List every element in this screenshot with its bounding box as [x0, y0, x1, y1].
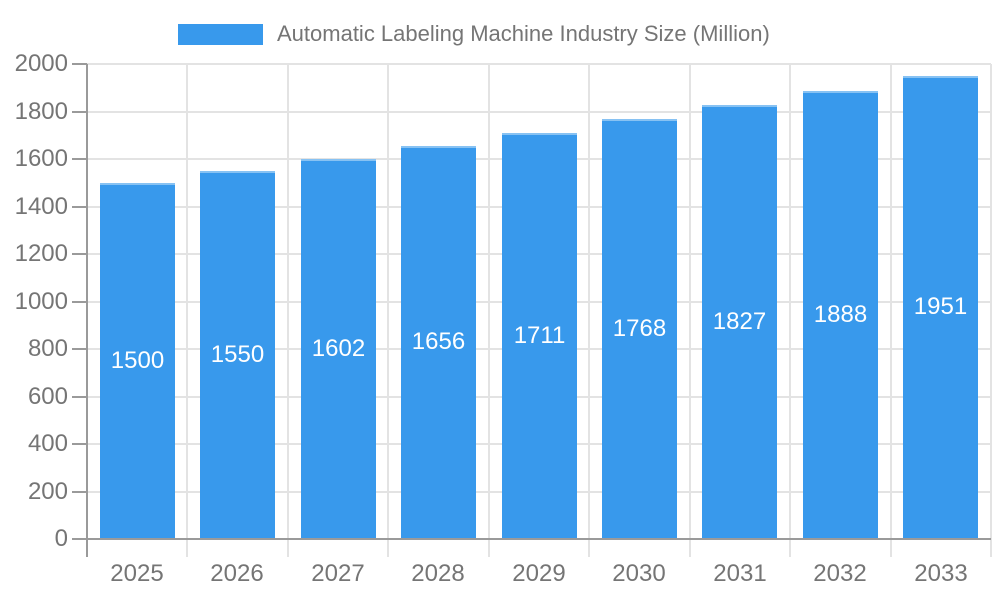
x-gridline	[186, 64, 188, 539]
x-axis-tick	[287, 539, 289, 557]
x-axis-tick	[689, 539, 691, 557]
bar-value-label: 1656	[411, 328, 466, 355]
x-axis-tick-label: 2028	[411, 560, 465, 587]
y-axis-tick	[72, 111, 87, 113]
legend-label: Automatic Labeling Machine Industry Size…	[277, 21, 770, 46]
y-axis-tick	[72, 206, 87, 208]
bar-2029[interactable]	[502, 133, 577, 539]
y-axis-tick-label: 800	[27, 335, 68, 362]
y-axis-tick-label: 200	[27, 478, 68, 505]
y-axis-tick	[72, 253, 87, 255]
y-axis-tick	[72, 158, 87, 160]
bar-value-label: 1827	[712, 308, 767, 335]
y-axis-line	[86, 64, 88, 557]
x-gridline	[287, 64, 289, 539]
x-axis-tick-label: 2032	[813, 560, 867, 587]
bar-value-label: 1550	[210, 341, 265, 368]
bar-2027[interactable]	[301, 159, 376, 539]
y-axis-tick	[72, 348, 87, 350]
x-axis-tick	[990, 539, 992, 557]
x-axis-line	[72, 538, 991, 540]
x-axis-tick	[588, 539, 590, 557]
y-axis-tick-label: 400	[27, 430, 68, 457]
bar-2030[interactable]	[602, 119, 677, 539]
x-axis-tick	[789, 539, 791, 557]
bar-2033[interactable]	[903, 76, 978, 539]
y-axis-tick-label: 1400	[14, 193, 68, 220]
y-axis-tick-label: 1200	[14, 240, 68, 267]
x-axis-tick-label: 2031	[713, 560, 767, 587]
legend-color-swatch	[178, 23, 263, 45]
x-gridline	[588, 64, 590, 539]
bar-value-label: 1602	[311, 335, 366, 362]
x-gridline	[990, 64, 992, 539]
y-axis-tick-label: 1600	[14, 145, 68, 172]
y-axis-tick-label: 1000	[14, 288, 68, 315]
bar-2025[interactable]	[100, 183, 175, 539]
x-axis-tick-label: 2030	[612, 560, 666, 587]
x-axis-tick	[186, 539, 188, 557]
y-axis-tick	[72, 396, 87, 398]
bar-value-label: 1951	[913, 293, 968, 320]
x-axis-tick-label: 2025	[110, 560, 164, 587]
x-axis-tick-label: 2033	[914, 560, 968, 587]
y-gridline	[87, 63, 991, 65]
x-axis-tick	[890, 539, 892, 557]
y-axis-tick-label: 1800	[14, 98, 68, 125]
x-axis-tick-label: 2027	[311, 560, 365, 587]
bar-value-label: 1768	[612, 315, 667, 342]
y-gridline	[87, 111, 991, 113]
x-gridline	[689, 64, 691, 539]
bar-2031[interactable]	[702, 105, 777, 539]
x-axis-tick-label: 2029	[512, 560, 566, 587]
x-axis-tick-label: 2026	[210, 560, 264, 587]
y-axis-tick	[72, 301, 87, 303]
y-axis-tick-label: 600	[27, 383, 68, 410]
bar-value-label: 1711	[513, 322, 566, 349]
y-axis-tick	[72, 491, 87, 493]
x-gridline	[789, 64, 791, 539]
x-gridline	[890, 64, 892, 539]
bar-2032[interactable]	[803, 91, 878, 539]
y-axis-tick-label: 2000	[14, 50, 68, 77]
legend[interactable]: Automatic Labeling Machine Industry Size…	[178, 21, 770, 47]
x-axis-tick	[387, 539, 389, 557]
bar-value-label: 1500	[110, 347, 165, 374]
x-axis-tick	[488, 539, 490, 557]
bar-value-label: 1888	[813, 301, 868, 328]
bar-2028[interactable]	[401, 146, 476, 539]
bar-2026[interactable]	[200, 171, 275, 539]
y-axis-tick	[72, 443, 87, 445]
x-gridline	[488, 64, 490, 539]
x-gridline	[387, 64, 389, 539]
y-axis-tick-label: 0	[54, 525, 68, 552]
y-axis-tick	[72, 63, 87, 65]
